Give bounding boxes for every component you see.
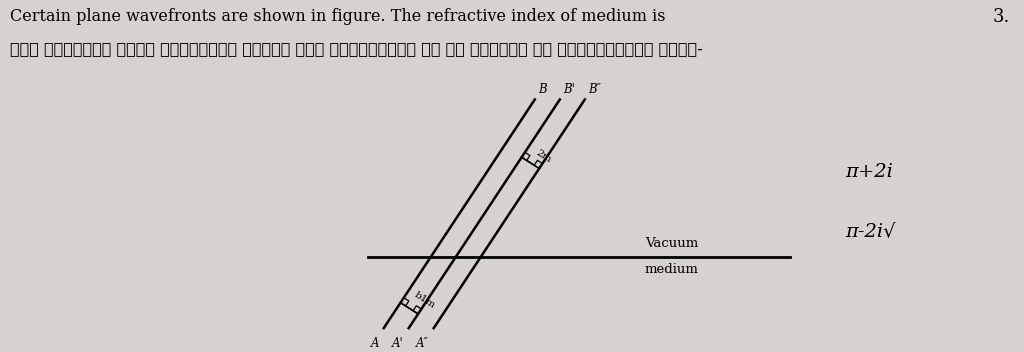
Text: B: B	[539, 83, 547, 96]
Text: A″: A″	[416, 337, 429, 350]
Text: A: A	[371, 337, 379, 350]
Text: Certain plane wavefronts are shown in figure. The refractive index of medium is: Certain plane wavefronts are shown in fi…	[10, 8, 666, 25]
Text: B″: B″	[589, 83, 601, 96]
Text: medium: medium	[645, 263, 698, 276]
Text: π+2i: π+2i	[845, 163, 893, 181]
Text: 2m: 2m	[535, 148, 553, 165]
Text: A': A'	[392, 337, 404, 350]
Text: कुछ निश्चित समतल तरंगाग्र चित्र में प्रदर्शित है तो माध्यम का अपवर्तनांक होगा-: कुछ निश्चित समतल तरंगाग्र चित्र में प्रद…	[10, 41, 702, 56]
Text: Vacuum: Vacuum	[645, 237, 698, 250]
Text: B': B'	[563, 83, 575, 96]
Text: b1m: b1m	[413, 290, 436, 310]
Text: π-2i√: π-2i√	[845, 222, 896, 240]
Text: 3.: 3.	[992, 8, 1010, 26]
